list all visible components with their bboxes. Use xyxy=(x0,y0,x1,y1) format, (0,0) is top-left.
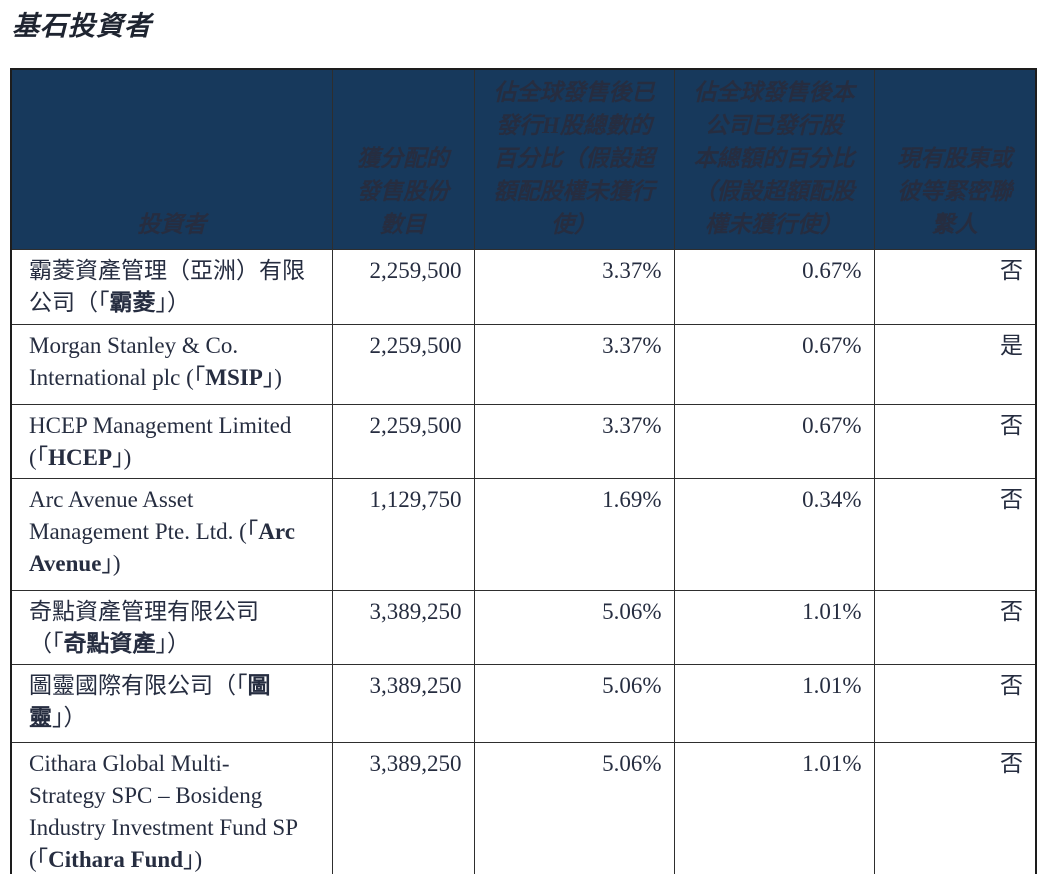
investor-defined-term: Arc Avenue xyxy=(29,518,295,576)
investor-name-text: 」) xyxy=(112,444,132,470)
pct-h-shares-cell: 3.37% xyxy=(473,248,675,325)
table-body: 霸菱資產管理（亞洲）有限 公司（「霸菱」） 2,259,500 3.37% 0.… xyxy=(10,248,1037,874)
table-row: 霸菱資產管理（亞洲）有限 公司（「霸菱」） 2,259,500 3.37% 0.… xyxy=(10,248,1037,325)
col-header-pct-total-capital: 佔全球發售後本 公司已發行股 本總額的百分比 （假設超額配股 權未獲行使） xyxy=(673,68,875,250)
investor-name-text: 奇點資產管理有限公司 （「 xyxy=(29,598,259,656)
pct-h-shares-cell: 5.06% xyxy=(473,663,675,743)
investor-name-text: 」) xyxy=(101,550,121,576)
investor-name-text: 霸菱資產管理（亞洲）有限 公司（「 xyxy=(29,257,305,315)
investor-name-text: Morgan Stanley & Co. International plc (… xyxy=(29,332,239,390)
pct-total-capital-cell: 0.67% xyxy=(673,248,875,325)
existing-shareholder-cell: 否 xyxy=(873,477,1037,591)
existing-shareholder-cell: 否 xyxy=(873,403,1037,479)
table-header-row: 投資者 獲分配的 發售股份 數目 佔全球發售後已 發行H股總數的 百分比（假設超… xyxy=(10,68,1037,250)
table-row: Morgan Stanley & Co. International plc (… xyxy=(10,323,1037,405)
investor-defined-term: 霸菱 xyxy=(109,289,156,315)
pct-h-shares-cell: 3.37% xyxy=(473,403,675,479)
shares-allocated-cell: 2,259,500 xyxy=(331,403,475,479)
investor-name-text: 圖靈國際有限公司（「 xyxy=(29,672,248,698)
pct-total-capital-cell: 1.01% xyxy=(673,741,875,874)
investor-defined-term: MSIP xyxy=(205,364,263,390)
investor-name-text: Arc Avenue Asset Management Pte. Ltd. (「 xyxy=(29,486,259,544)
shares-allocated-cell: 3,389,250 xyxy=(331,741,475,874)
investor-defined-term: 奇點資產 xyxy=(63,630,156,656)
pct-h-shares-cell: 5.06% xyxy=(473,741,675,874)
pct-h-shares-cell: 3.37% xyxy=(473,323,675,405)
investor-name-text: HCEP Management Limited (「 xyxy=(29,412,292,470)
investor-name-text: 」） xyxy=(155,289,191,315)
investor-name-cell: Cithara Global Multi- Strategy SPC – Bos… xyxy=(10,741,333,874)
existing-shareholder-cell: 否 xyxy=(873,589,1037,665)
table-row: Cithara Global Multi- Strategy SPC – Bos… xyxy=(10,741,1037,874)
shares-allocated-cell: 3,389,250 xyxy=(331,663,475,743)
investor-defined-term: HCEP xyxy=(48,444,113,470)
pct-total-capital-cell: 0.67% xyxy=(673,403,875,479)
existing-shareholder-cell: 否 xyxy=(873,248,1037,325)
col-header-pct-h-shares: 佔全球發售後已 發行H股總數的 百分比（假設超 額配股權未獲行 使） xyxy=(473,68,675,250)
existing-shareholder-cell: 否 xyxy=(873,741,1037,874)
investor-name-text: 」） xyxy=(52,704,87,730)
investor-name-text: 」) xyxy=(183,846,203,872)
investor-defined-term: Cithara Fund xyxy=(48,846,184,872)
investor-name-text: 」) xyxy=(262,364,282,390)
investor-name-cell: 圖靈國際有限公司（「圖 靈」） xyxy=(10,663,333,743)
shares-allocated-cell: 1,129,750 xyxy=(331,477,475,591)
cornerstone-investors-table: 投資者 獲分配的 發售股份 數目 佔全球發售後已 發行H股總數的 百分比（假設超… xyxy=(10,67,1037,874)
investor-name-text: Cithara Global Multi- Strategy SPC – Bos… xyxy=(29,750,298,872)
table-row: 奇點資產管理有限公司 （「奇點資產」） 3,389,250 5.06% 1.01… xyxy=(10,589,1037,665)
pct-total-capital-cell: 1.01% xyxy=(673,589,875,665)
pct-total-capital-cell: 0.34% xyxy=(673,477,875,591)
col-header-shares-allocated: 獲分配的 發售股份 數目 xyxy=(331,68,475,250)
pct-h-shares-cell: 1.69% xyxy=(473,477,675,591)
col-header-existing-shareholder: 現有股東或 彼等緊密聯 繫人 xyxy=(873,68,1037,250)
table-row: Arc Avenue Asset Management Pte. Ltd. (「… xyxy=(10,477,1037,591)
investor-name-cell: 奇點資產管理有限公司 （「奇點資產」） xyxy=(10,589,333,665)
investor-defined-term: 圖 靈 xyxy=(29,672,271,730)
shares-allocated-cell: 2,259,500 xyxy=(331,248,475,325)
investor-name-cell: 霸菱資產管理（亞洲）有限 公司（「霸菱」） xyxy=(10,248,333,325)
investor-name-cell: HCEP Management Limited (「HCEP」) xyxy=(10,403,333,479)
table-row: 圖靈國際有限公司（「圖 靈」） 3,389,250 5.06% 1.01% 否 xyxy=(10,663,1037,743)
pct-h-shares-cell: 5.06% xyxy=(473,589,675,665)
pct-total-capital-cell: 0.67% xyxy=(673,323,875,405)
shares-allocated-cell: 3,389,250 xyxy=(331,589,475,665)
col-header-investor: 投資者 xyxy=(10,68,333,250)
investor-name-text: 」） xyxy=(155,630,191,656)
investor-name-cell: Arc Avenue Asset Management Pte. Ltd. (「… xyxy=(10,477,333,591)
table-row: HCEP Management Limited (「HCEP」) 2,259,5… xyxy=(10,403,1037,479)
page-title: 基石投資者 xyxy=(12,11,152,41)
pct-total-capital-cell: 1.01% xyxy=(673,663,875,743)
investor-name-cell: Morgan Stanley & Co. International plc (… xyxy=(10,323,333,405)
existing-shareholder-cell: 否 xyxy=(873,663,1037,743)
shares-allocated-cell: 2,259,500 xyxy=(331,323,475,405)
existing-shareholder-cell: 是 xyxy=(873,323,1037,405)
